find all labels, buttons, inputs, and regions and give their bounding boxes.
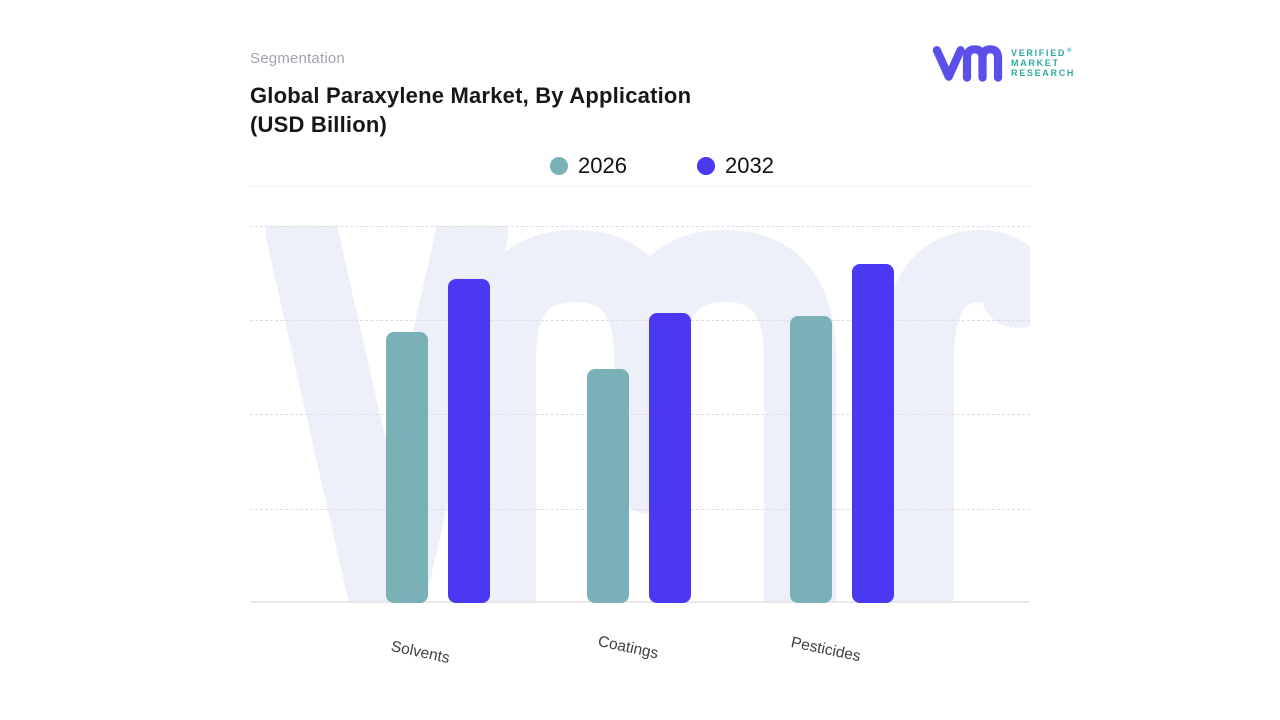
legend-label-2032: 2032 <box>725 153 774 178</box>
header-separator <box>250 186 1030 187</box>
logo-word-market: MARKET <box>1011 58 1060 68</box>
logo-word-research: RESEARCH <box>1011 68 1076 78</box>
x-axis-label-pesticides: Pesticides <box>789 634 863 666</box>
gridline-3 <box>250 509 1030 510</box>
gridline-2 <box>250 414 1030 415</box>
logo-word-verified: VERIFIED <box>1011 48 1067 58</box>
legend-item-2032: 2032 <box>697 153 774 179</box>
chart-title-line2: (USD Billion) <box>250 112 388 137</box>
x-axis-line <box>250 601 1030 603</box>
vmr-logo: VERIFIED® MARKET RESEARCH <box>931 42 1075 84</box>
bar-2026-solvents <box>386 332 428 603</box>
gridline-0 <box>250 226 1030 227</box>
gridline-1 <box>250 320 1030 321</box>
bar-2026-pesticides <box>790 316 832 603</box>
bar-group-solvents <box>386 226 490 603</box>
chart-legend: 2026 2032 <box>272 153 1052 179</box>
chart-plot-area <box>250 226 1030 603</box>
bar-2032-solvents <box>448 279 490 603</box>
section-label: Segmentation <box>250 50 345 67</box>
x-axis-label-coatings: Coatings <box>596 633 660 663</box>
bar-2032-pesticides <box>852 264 894 603</box>
vmr-logo-text: VERIFIED® MARKET RESEARCH <box>1011 42 1075 78</box>
vmr-logo-mark-icon <box>932 45 1003 82</box>
bar-group-pesticides <box>790 226 894 603</box>
legend-swatch-2032 <box>697 157 715 175</box>
bar-group-coatings <box>587 226 691 603</box>
legend-label-2026: 2026 <box>578 153 627 178</box>
legend-swatch-2026 <box>550 157 569 175</box>
bar-2032-coatings <box>649 313 691 603</box>
x-axis-label-solvents: Solvents <box>389 638 452 667</box>
bar-2026-coatings <box>587 369 629 603</box>
legend-item-2026: 2026 <box>550 153 627 179</box>
chart-title: Global Paraxylene Market, By Application… <box>250 81 790 139</box>
registered-mark: ® <box>1067 48 1072 54</box>
chart-title-line1: Global Paraxylene Market, By Application <box>250 83 692 108</box>
